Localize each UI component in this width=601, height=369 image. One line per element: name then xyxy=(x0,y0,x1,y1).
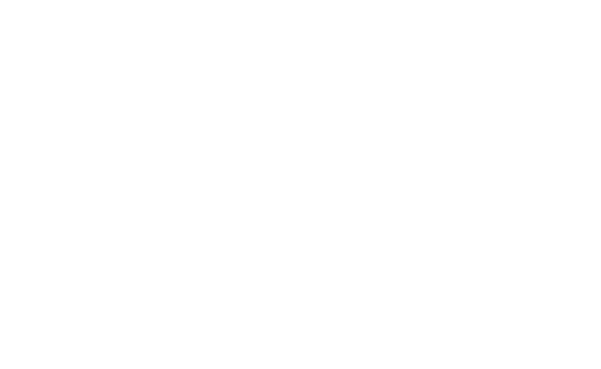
Text: Wind Wave energy on Tuesday 25 Mar at 3am MDT: Wind Wave energy on Tuesday 25 Mar at 3a… xyxy=(88,176,513,193)
